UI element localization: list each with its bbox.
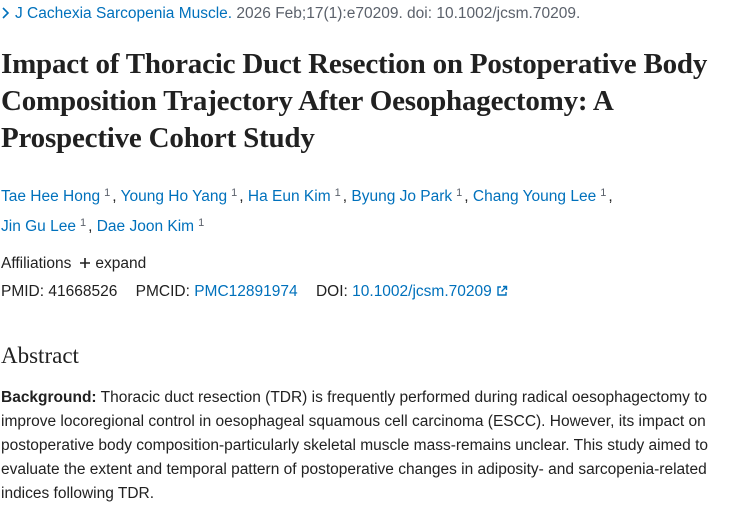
expand-toggle[interactable]: expand bbox=[95, 255, 147, 272]
external-link-icon[interactable] bbox=[496, 285, 508, 297]
pmid-label: PMID: bbox=[1, 283, 45, 300]
affiliation-number[interactable]: 1 bbox=[334, 187, 341, 199]
pmcid-link[interactable]: PMC12891974 bbox=[194, 283, 298, 300]
abstract-heading: Abstract bbox=[1, 343, 79, 368]
plus-icon[interactable] bbox=[79, 257, 91, 269]
doi-link[interactable]: 10.1002/jcsm.70209 bbox=[352, 283, 492, 300]
background-text: Thoracic duct resection (TDR) is frequen… bbox=[1, 389, 708, 502]
author-separator: , bbox=[239, 188, 244, 205]
doi-label: DOI: bbox=[315, 283, 348, 300]
author-link[interactable]: Dae Joon Kim bbox=[96, 218, 195, 235]
author-link[interactable]: Jin Gu Lee bbox=[1, 218, 76, 235]
background-label: Background: bbox=[1, 389, 97, 406]
author-separator: , bbox=[342, 188, 348, 205]
author-separator: , bbox=[608, 188, 613, 205]
pmid: 41668526 bbox=[48, 283, 118, 300]
author-list: Tae Hee Hong 1, Young Ho Yang 1, Ha Eun Ki… bbox=[1, 180, 746, 240]
affiliation-number[interactable]: 1 bbox=[456, 187, 463, 199]
citation: J Cachexia Sarcopenia Muscle. 2026 Feb;1… bbox=[1, 4, 746, 26]
author-link[interactable]: Young Ho Yang bbox=[120, 188, 228, 205]
article-title: Impact of Thoracic Duct Resection on Pos… bbox=[1, 48, 708, 154]
page: J Cachexia Sarcopenia Muscle. 2026 Feb;1… bbox=[0, 4, 750, 504]
pmcid-label: PMCID: bbox=[135, 283, 190, 300]
author-separator: , bbox=[464, 188, 469, 205]
chevron-icon[interactable] bbox=[1, 7, 11, 19]
author-link[interactable]: Byung Jo Park bbox=[351, 188, 453, 205]
author-link[interactable]: Chang Young Lee bbox=[472, 188, 597, 205]
author-separator: , bbox=[88, 218, 93, 235]
abstract-background: Background: Thoracic duct resection (TDR… bbox=[1, 386, 746, 506]
affiliations-label: Affiliations bbox=[1, 255, 72, 272]
author-link[interactable]: Ha Eun Kim bbox=[247, 188, 331, 205]
identifiers: PMID: 41668526 PMCID: PMC12891974 DOI: 1… bbox=[1, 279, 746, 305]
affiliation-number[interactable]: 1 bbox=[104, 187, 111, 199]
author-separator: , bbox=[112, 188, 117, 205]
author-link[interactable]: Tae Hee Hong bbox=[1, 188, 101, 205]
citation-details: 2026 Feb;17(1):e70209. doi: 10.1002/jcsm… bbox=[236, 5, 581, 22]
article: J Cachexia Sarcopenia Muscle. 2026 Feb;1… bbox=[0, 4, 750, 506]
affiliation-number[interactable]: 1 bbox=[231, 187, 238, 199]
journal-link[interactable]: J Cachexia Sarcopenia Muscle. bbox=[15, 5, 233, 22]
affiliations: Affiliations expand bbox=[1, 251, 746, 277]
affiliation-number[interactable]: 1 bbox=[600, 187, 607, 199]
affiliation-number[interactable]: 1 bbox=[198, 217, 205, 229]
affiliation-number[interactable]: 1 bbox=[79, 217, 87, 229]
